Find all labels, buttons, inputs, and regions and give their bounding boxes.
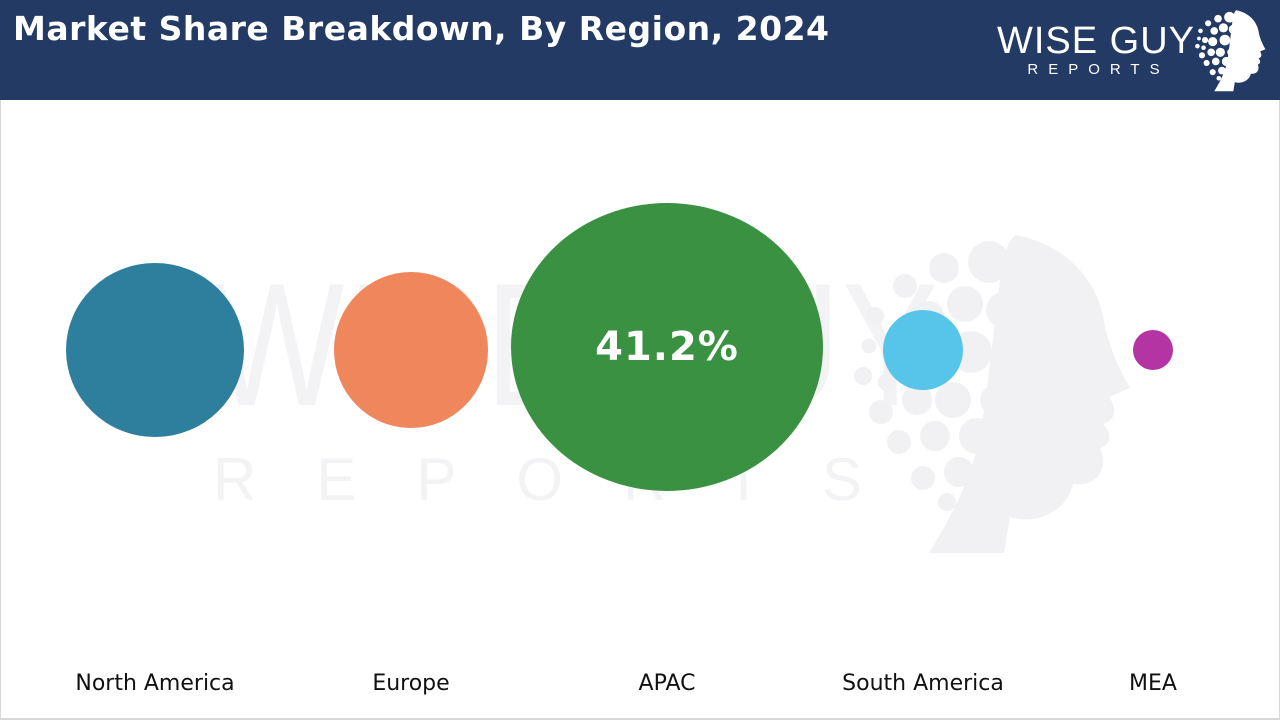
bubble-north-america xyxy=(66,263,244,437)
category-label-apac: APAC xyxy=(638,671,696,696)
category-label-europe: Europe xyxy=(372,671,450,696)
watermark-subtext: REPORTS xyxy=(213,446,922,513)
header-bar: Market Share Breakdown, By Region, 2024 … xyxy=(0,0,1280,100)
bubble-value-label: 41.2% xyxy=(595,324,739,370)
bubble-mea xyxy=(1133,330,1173,370)
logo-subtext: REPORTS xyxy=(1027,61,1170,79)
category-label-mea: MEA xyxy=(1129,671,1177,696)
bubble-apac: 41.2% xyxy=(511,203,823,491)
bubble-europe xyxy=(334,272,488,428)
category-label-south-america: South America xyxy=(842,671,1004,696)
bubble-south-america xyxy=(883,310,963,390)
page-title: Market Share Breakdown, By Region, 2024 xyxy=(13,9,830,48)
chart-area: WISE GUY REPORTS North AmericaEurope41.2… xyxy=(0,100,1280,720)
logo-text: WISE GUY REPORTS xyxy=(996,19,1195,79)
wiseguy-logo: WISE GUY REPORTS xyxy=(997,4,1268,96)
logo-wordmark: WISE GUY xyxy=(996,19,1195,62)
category-label-north-america: North America xyxy=(75,671,235,696)
watermark-face-icon xyxy=(854,235,1130,553)
wiseguy-face-icon xyxy=(1195,10,1266,92)
